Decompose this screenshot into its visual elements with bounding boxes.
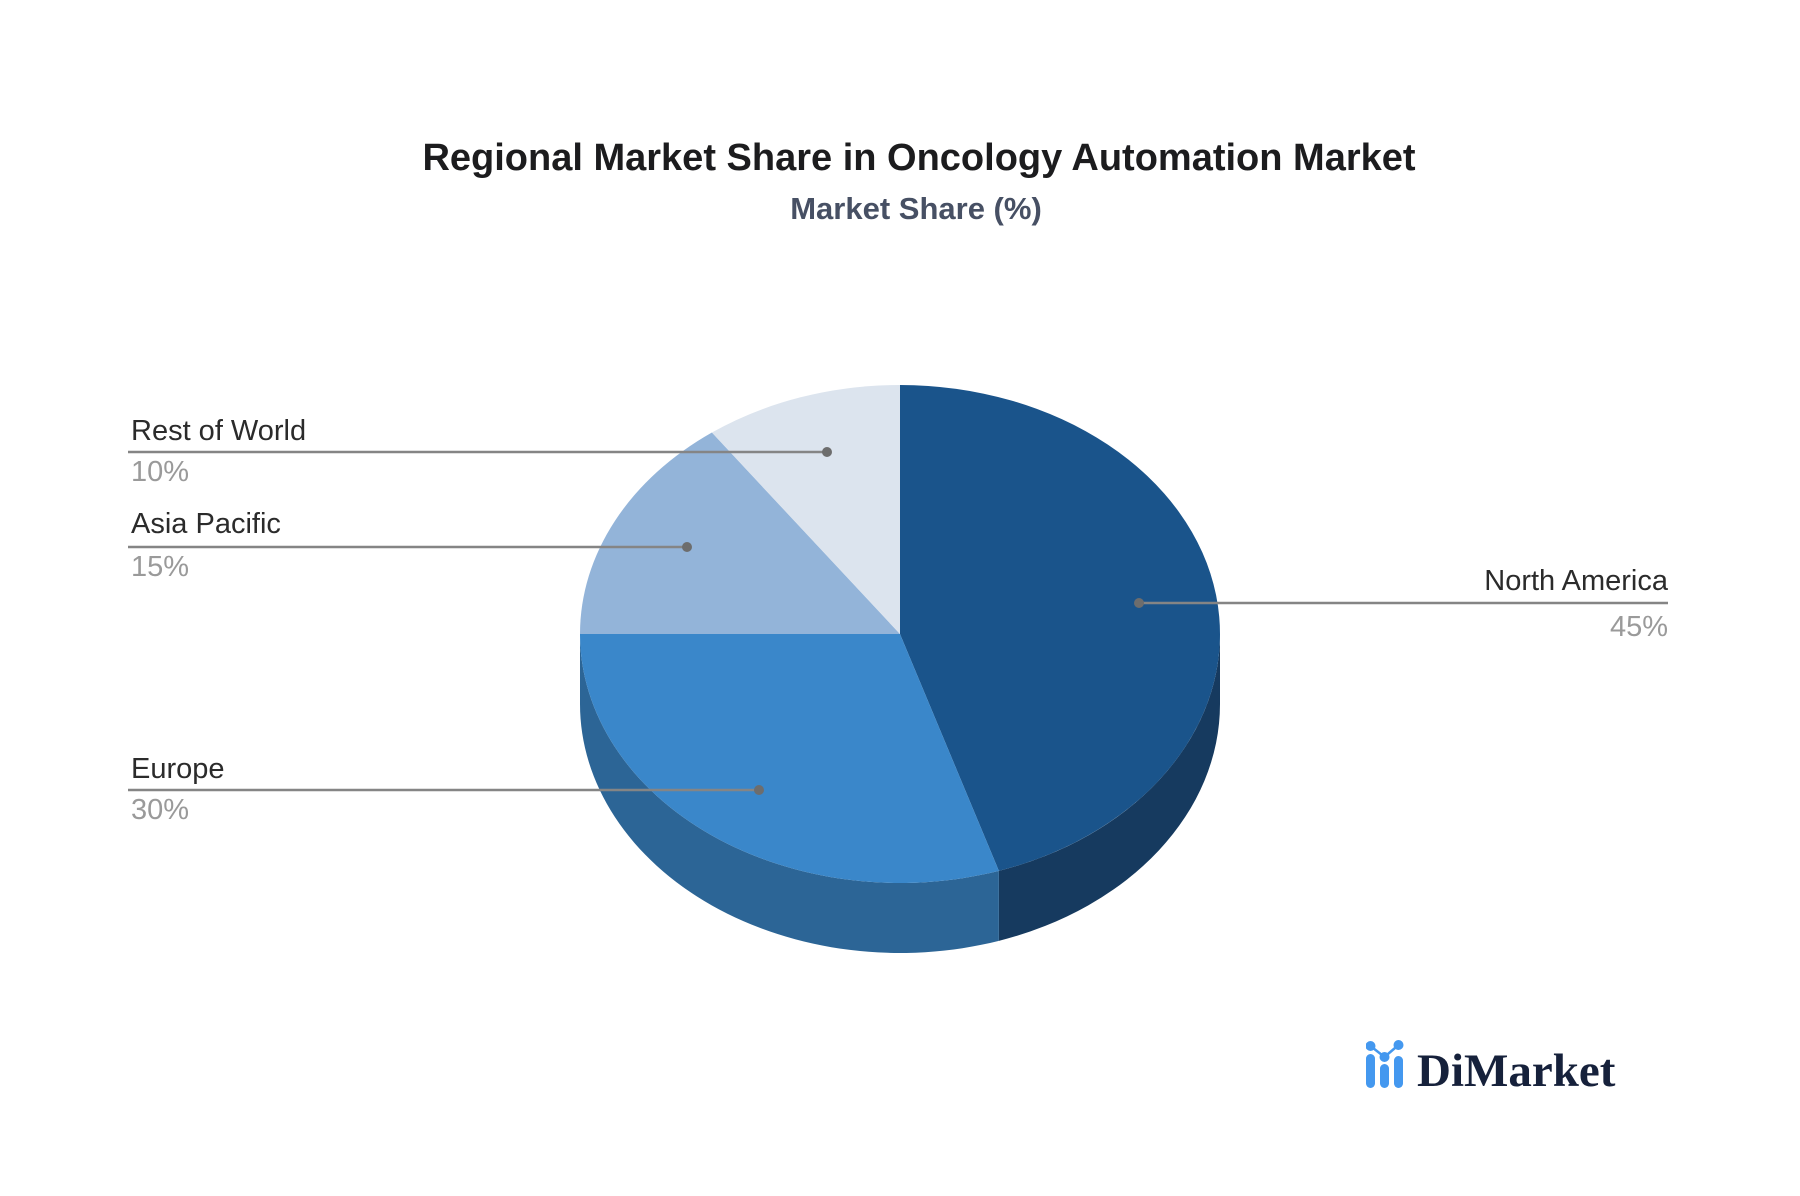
pie-slice-asia-pacific[interactable] bbox=[580, 432, 900, 634]
dimarket-logo: DiMarket bbox=[1366, 1040, 1616, 1097]
slice-percent-north-america: 45% bbox=[1609, 611, 1668, 643]
slice-label-rest-of-world: Rest of World bbox=[131, 415, 307, 447]
bar-chart-icon bbox=[1366, 1040, 1404, 1088]
pie-slice-europe[interactable] bbox=[580, 634, 999, 883]
pie-slice-side-europe bbox=[580, 634, 999, 953]
slice-percent-asia-pacific: 15% bbox=[131, 551, 190, 583]
leader-dot-rest-of-world bbox=[822, 447, 832, 457]
leader-dot-asia-pacific bbox=[682, 542, 692, 552]
slice-label-north-america: North America bbox=[1484, 565, 1668, 597]
slice-label-europe: Europe bbox=[131, 753, 225, 785]
chart-title: Regional Market Share in Oncology Automa… bbox=[422, 137, 1416, 179]
slice-label-asia-pacific: Asia Pacific bbox=[131, 508, 281, 540]
slice-percent-rest-of-world: 10% bbox=[131, 456, 190, 488]
leader-dot-north-america bbox=[1134, 598, 1144, 608]
slice-percent-europe: 30% bbox=[131, 794, 190, 826]
logo-text: DiMarket bbox=[1417, 1045, 1616, 1097]
leader-dot-europe bbox=[754, 785, 764, 795]
pie-slice-north-america[interactable] bbox=[900, 385, 1220, 871]
pie-slice-rest-of-world[interactable] bbox=[711, 385, 900, 634]
chart-subtitle: Market Share (%) bbox=[790, 191, 1042, 226]
pie-slice-side-north-america bbox=[998, 634, 1220, 941]
